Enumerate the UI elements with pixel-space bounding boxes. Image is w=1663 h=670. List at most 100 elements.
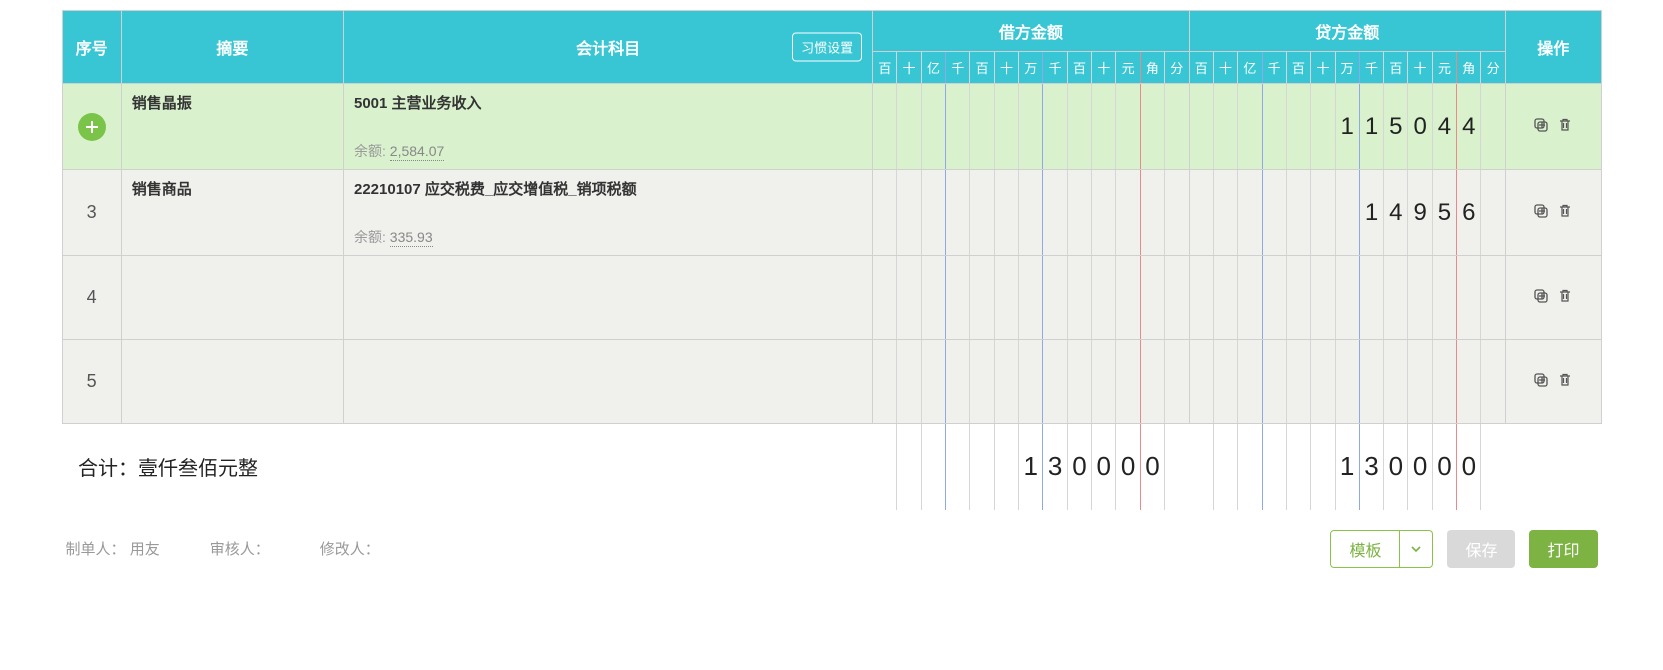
credit-digit[interactable] [1213,84,1237,170]
debit-digit[interactable] [994,170,1018,256]
credit-digit[interactable] [1213,340,1237,424]
debit-digit[interactable] [921,84,945,170]
debit-digit[interactable] [1140,340,1164,424]
debit-digit[interactable] [1019,84,1043,170]
debit-digit[interactable] [1019,170,1043,256]
debit-digit[interactable] [1140,84,1164,170]
credit-digit[interactable]: 9 [1408,170,1432,256]
debit-digit[interactable] [970,84,994,170]
debit-digit[interactable] [994,340,1018,424]
credit-digit[interactable] [1262,256,1286,340]
debit-digit[interactable] [897,256,921,340]
debit-digit[interactable] [1140,170,1164,256]
summary-cell[interactable] [121,256,343,340]
credit-digit[interactable] [1384,256,1408,340]
delete-row-icon[interactable] [1557,288,1573,307]
debit-digit[interactable] [1067,340,1091,424]
credit-digit[interactable]: 0 [1408,84,1432,170]
credit-digit[interactable] [1481,340,1505,424]
debit-digit[interactable] [873,170,897,256]
credit-digit[interactable] [1189,256,1213,340]
credit-digit[interactable] [1213,170,1237,256]
credit-digit[interactable] [1286,340,1310,424]
debit-digit[interactable] [1116,256,1140,340]
add-row-button[interactable] [78,113,106,141]
credit-digit[interactable] [1335,340,1359,424]
credit-digit[interactable]: 1 [1359,84,1383,170]
credit-digit[interactable] [1286,84,1310,170]
debit-digit[interactable] [897,84,921,170]
credit-digit[interactable] [1262,84,1286,170]
credit-digit[interactable]: 1 [1359,170,1383,256]
debit-digit[interactable] [1165,340,1189,424]
credit-digit[interactable] [1481,170,1505,256]
debit-digit[interactable] [970,170,994,256]
credit-digit[interactable] [1481,84,1505,170]
credit-digit[interactable] [1189,84,1213,170]
debit-digit[interactable] [1019,340,1043,424]
debit-digit[interactable] [1092,84,1116,170]
print-button[interactable]: 打印 [1529,530,1597,568]
debit-digit[interactable] [1116,340,1140,424]
debit-digit[interactable] [1067,256,1091,340]
credit-digit[interactable] [1262,340,1286,424]
credit-digit[interactable] [1238,170,1262,256]
delete-row-icon[interactable] [1557,203,1573,222]
credit-digit[interactable] [1408,256,1432,340]
credit-digit[interactable]: 5 [1384,84,1408,170]
credit-digit[interactable] [1262,170,1286,256]
debit-digit[interactable] [1140,256,1164,340]
debit-digit[interactable] [1116,84,1140,170]
copy-row-icon[interactable] [1533,288,1549,307]
debit-digit[interactable] [946,340,970,424]
credit-digit[interactable] [1213,256,1237,340]
credit-digit[interactable] [1432,340,1456,424]
credit-digit[interactable] [1311,84,1335,170]
credit-digit[interactable] [1359,340,1383,424]
credit-digit[interactable] [1457,340,1481,424]
debit-digit[interactable] [946,84,970,170]
debit-digit[interactable] [897,340,921,424]
summary-cell[interactable]: 销售商品 [121,170,343,256]
credit-digit[interactable] [1359,256,1383,340]
debit-digit[interactable] [897,170,921,256]
credit-digit[interactable] [1335,256,1359,340]
debit-digit[interactable] [1092,340,1116,424]
debit-digit[interactable] [921,256,945,340]
debit-digit[interactable] [1165,84,1189,170]
delete-row-icon[interactable] [1557,117,1573,136]
delete-row-icon[interactable] [1557,372,1573,391]
habit-settings-button[interactable]: 习惯设置 [792,33,862,62]
credit-digit[interactable] [1238,256,1262,340]
debit-digit[interactable] [873,340,897,424]
debit-digit[interactable] [1043,170,1067,256]
debit-digit[interactable] [970,340,994,424]
credit-digit[interactable] [1311,170,1335,256]
credit-digit[interactable] [1286,170,1310,256]
account-cell[interactable]: 22210107 应交税费_应交增值税_销项税额余额: 335.93 [344,170,873,256]
debit-digit[interactable] [1043,340,1067,424]
debit-digit[interactable] [946,256,970,340]
debit-digit[interactable] [873,256,897,340]
copy-row-icon[interactable] [1533,203,1549,222]
credit-digit[interactable]: 1 [1335,84,1359,170]
credit-digit[interactable] [1335,170,1359,256]
credit-digit[interactable] [1481,256,1505,340]
debit-digit[interactable] [1116,170,1140,256]
debit-digit[interactable] [946,170,970,256]
account-cell[interactable] [344,256,873,340]
debit-digit[interactable] [1019,256,1043,340]
summary-cell[interactable] [121,340,343,424]
credit-digit[interactable]: 4 [1432,84,1456,170]
credit-digit[interactable] [1311,340,1335,424]
debit-digit[interactable] [994,256,1018,340]
save-button[interactable]: 保存 [1447,530,1515,568]
credit-digit[interactable] [1432,256,1456,340]
copy-row-icon[interactable] [1533,117,1549,136]
credit-digit[interactable] [1311,256,1335,340]
debit-digit[interactable] [1092,170,1116,256]
debit-digit[interactable] [921,340,945,424]
debit-digit[interactable] [873,84,897,170]
debit-digit[interactable] [1165,256,1189,340]
debit-digit[interactable] [1092,256,1116,340]
